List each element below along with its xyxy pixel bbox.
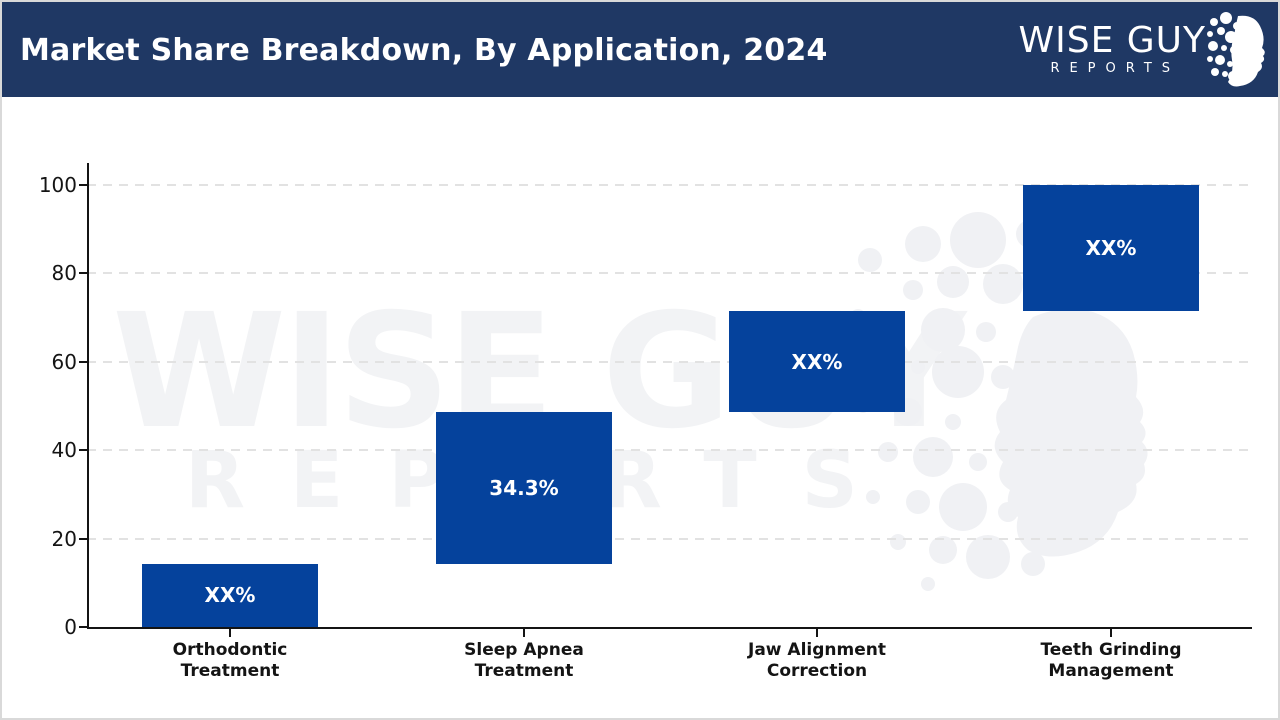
- brand-name: WISE GUY: [1018, 20, 1206, 61]
- y-tick-100: [79, 184, 87, 186]
- gridline-40: [87, 449, 1252, 452]
- gridline-20: [87, 537, 1252, 540]
- bar-2: [436, 412, 612, 564]
- x-category-label-2: Sleep Apnea Treatment: [464, 640, 584, 681]
- y-axis-line: [87, 163, 89, 629]
- brand-face-icon: [1207, 12, 1265, 87]
- gridline-80: [87, 272, 1252, 275]
- bar-label-2: 34.3%: [489, 475, 559, 500]
- bar-label-1: XX%: [204, 583, 256, 608]
- bar-1: [142, 563, 318, 627]
- x-category-label-4: Teeth Grinding Management: [1040, 640, 1182, 681]
- bar-label-4: XX%: [1085, 236, 1137, 261]
- brand-logo-text: WISE GUY REPORTS: [1018, 20, 1207, 77]
- y-tick-60: [79, 360, 87, 363]
- y-tick-label-20: 20: [51, 526, 77, 551]
- bar-4: [1023, 185, 1199, 312]
- x-axis-line: [87, 627, 1252, 629]
- y-tick-0: [79, 626, 87, 628]
- gridline-100: [87, 184, 1252, 186]
- page-title: Market Share Breakdown, By Application, …: [20, 33, 828, 68]
- x-category-label-3: Jaw Alignment Correction: [748, 640, 886, 681]
- brand-logo: WISE GUY REPORTS: [1016, 8, 1266, 90]
- y-tick-20: [79, 537, 87, 540]
- y-tick-80: [79, 272, 87, 275]
- y-tick-label-40: 40: [51, 438, 77, 463]
- x-tick-1: [229, 629, 231, 637]
- x-tick-2: [523, 629, 525, 637]
- y-tick-label-80: 80: [51, 261, 77, 286]
- bar-label-3: XX%: [791, 349, 843, 374]
- y-tick-label-100: 100: [38, 173, 77, 197]
- gridline-60: [87, 360, 1252, 363]
- y-tick-label-0: 0: [64, 615, 77, 639]
- x-tick-3: [816, 629, 818, 637]
- x-category-label-1: Orthodontic Treatment: [172, 640, 288, 681]
- y-tick-label-60: 60: [51, 349, 77, 374]
- x-tick-4: [1110, 629, 1112, 637]
- header-bar: Market Share Breakdown, By Application, …: [0, 0, 1280, 97]
- y-tick-40: [79, 449, 87, 452]
- bar-3: [729, 311, 905, 413]
- brand-subname: REPORTS: [1050, 61, 1181, 76]
